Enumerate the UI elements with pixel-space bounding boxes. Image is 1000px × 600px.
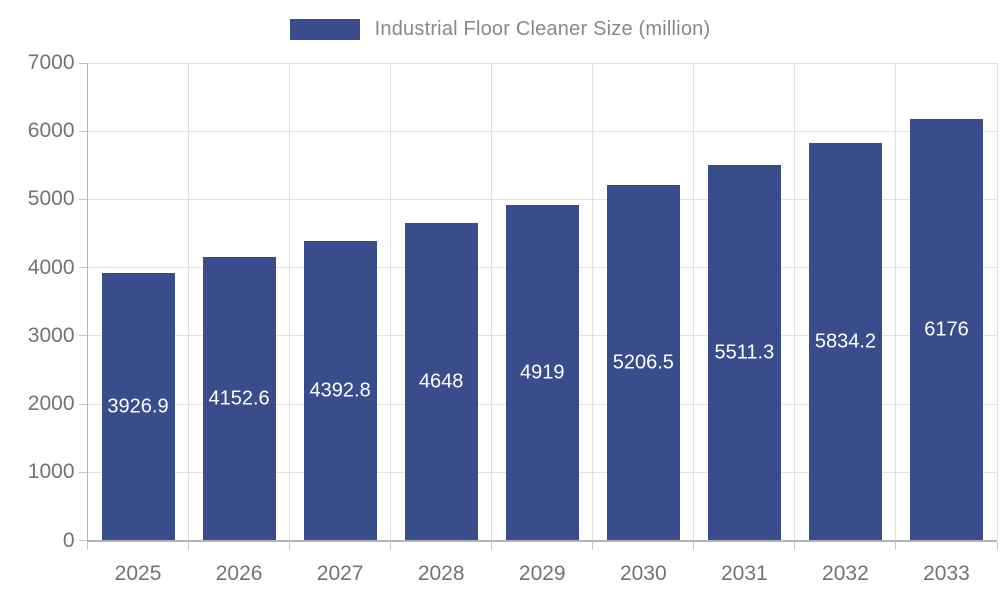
x-axis-tick (592, 541, 594, 550)
y-axis-tick (78, 267, 87, 269)
y-axis-tick (78, 335, 87, 337)
x-axis-tick-label: 2032 (822, 561, 869, 585)
bar-value-label: 3926.9 (107, 395, 169, 418)
y-axis-tick-label: 2000 (27, 392, 75, 416)
y-axis-tick (78, 540, 87, 541)
x-axis-tick-label: 2025 (114, 561, 162, 585)
x-axis-tick (794, 541, 796, 550)
x-axis-tick-label: 2026 (215, 561, 263, 585)
bar-value-label: 5511.3 (714, 341, 775, 364)
y-axis-tick-label: 0 (62, 528, 75, 552)
bar (606, 185, 680, 541)
bar-value-label: 4392.8 (309, 379, 371, 402)
x-axis-tick-label: 2030 (619, 561, 667, 585)
bar (303, 240, 377, 541)
bar (909, 119, 983, 541)
bar-value-label: 4152.6 (208, 387, 270, 410)
x-axis-tick-label: 2033 (923, 561, 970, 585)
bar (707, 164, 781, 541)
x-axis-tick (693, 541, 695, 550)
gridline-vertical (592, 63, 594, 541)
x-axis-tick (87, 541, 88, 550)
bar (808, 142, 882, 541)
bar (505, 204, 579, 541)
x-axis-tick (996, 541, 998, 550)
legend-swatch (289, 19, 360, 40)
x-axis-tick (895, 541, 897, 550)
bar (101, 272, 175, 541)
gridline-vertical (188, 63, 190, 541)
y-axis-tick (78, 471, 87, 473)
y-axis-line (86, 63, 88, 542)
x-axis-tick-label: 2029 (518, 561, 566, 585)
gridline-vertical (996, 63, 998, 541)
x-axis-tick-label: 2027 (316, 561, 364, 585)
y-axis-tick-label: 6000 (27, 119, 75, 143)
legend-label: Industrial Floor Cleaner Size (million) (374, 18, 711, 40)
gridline-vertical (895, 63, 897, 541)
x-axis-tick (289, 541, 291, 550)
bar-value-label: 5206.5 (612, 351, 674, 374)
gridline-vertical (390, 63, 392, 541)
y-axis-tick-label: 5000 (27, 187, 75, 211)
chart-legend: Industrial Floor Cleaner Size (million) (0, 18, 1000, 41)
y-axis-tick-label: 7000 (27, 51, 75, 74)
bar-value-label: 4648 (418, 370, 464, 393)
y-axis-tick-label: 1000 (27, 460, 75, 484)
x-axis-tick-label: 2031 (721, 561, 768, 585)
gridline-horizontal (87, 62, 997, 64)
x-axis-line (86, 539, 997, 542)
bar-value-label: 6176 (924, 318, 969, 341)
gridline-vertical (794, 63, 796, 541)
gridline-vertical (289, 63, 291, 541)
gridline-horizontal (87, 130, 997, 132)
x-axis-tick (188, 541, 190, 550)
y-axis-tick (78, 62, 87, 64)
y-axis-tick-label: 4000 (27, 255, 75, 279)
gridline-horizontal (87, 198, 997, 200)
bar-value-label: 4919 (520, 361, 565, 384)
y-axis-tick (78, 198, 87, 200)
gridline-vertical (693, 63, 695, 541)
bar (404, 223, 478, 541)
x-axis-tick (390, 541, 392, 550)
y-axis-tick (78, 403, 87, 405)
y-axis-tick (78, 130, 87, 132)
gridline-vertical (491, 63, 493, 541)
x-axis-tick (491, 541, 493, 550)
bar-value-label: 5834.2 (814, 330, 876, 352)
x-axis-tick-label: 2028 (417, 561, 465, 585)
bar (202, 257, 276, 541)
y-axis-tick-label: 3000 (27, 323, 75, 347)
